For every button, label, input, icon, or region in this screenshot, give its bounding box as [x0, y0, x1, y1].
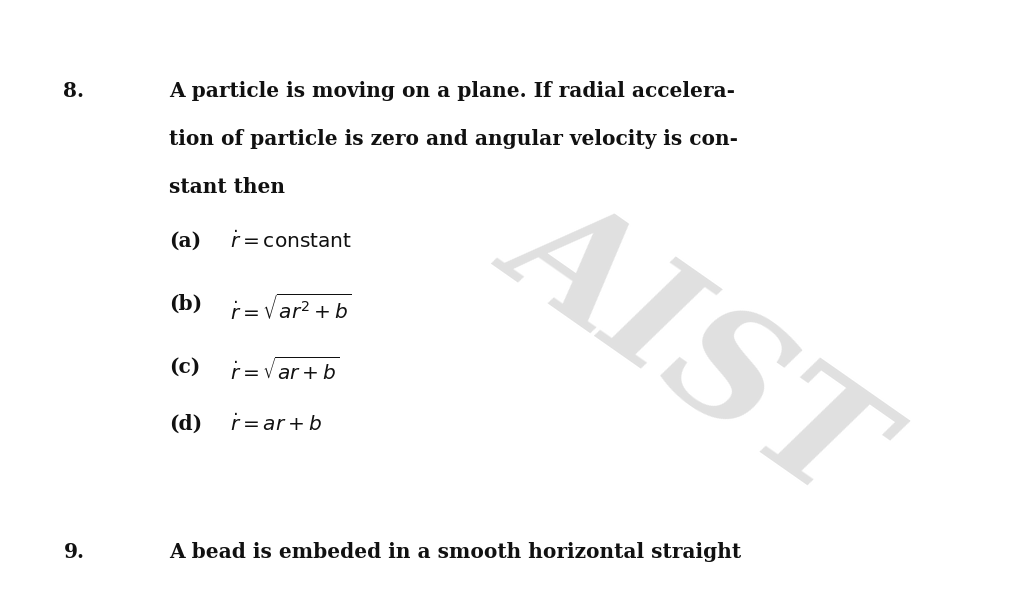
- Text: A bead is embeded in a smooth horizontal straight: A bead is embeded in a smooth horizontal…: [169, 542, 741, 562]
- Text: $\dot{r} = \sqrt{ar+b}$: $\dot{r} = \sqrt{ar+b}$: [230, 356, 340, 384]
- Text: A particle is moving on a plane. If radial accelera-: A particle is moving on a plane. If radi…: [169, 81, 735, 101]
- Text: (c): (c): [169, 356, 201, 376]
- Text: tion of particle is zero and angular velocity is con-: tion of particle is zero and angular vel…: [169, 129, 738, 149]
- Text: stant then: stant then: [169, 177, 285, 196]
- Text: $\dot{r} = \sqrt{ar^2+b}$: $\dot{r} = \sqrt{ar^2+b}$: [230, 294, 352, 323]
- Text: (a): (a): [169, 231, 201, 250]
- Text: (d): (d): [169, 413, 202, 433]
- Text: AIST: AIST: [484, 168, 908, 527]
- Text: $\dot{r} = \mathrm{constant}$: $\dot{r} = \mathrm{constant}$: [230, 231, 352, 252]
- Text: (b): (b): [169, 294, 202, 313]
- Text: $\dot{r} = ar+b$: $\dot{r} = ar+b$: [230, 413, 323, 435]
- Text: 8.: 8.: [63, 81, 85, 101]
- Text: 9.: 9.: [63, 542, 85, 562]
